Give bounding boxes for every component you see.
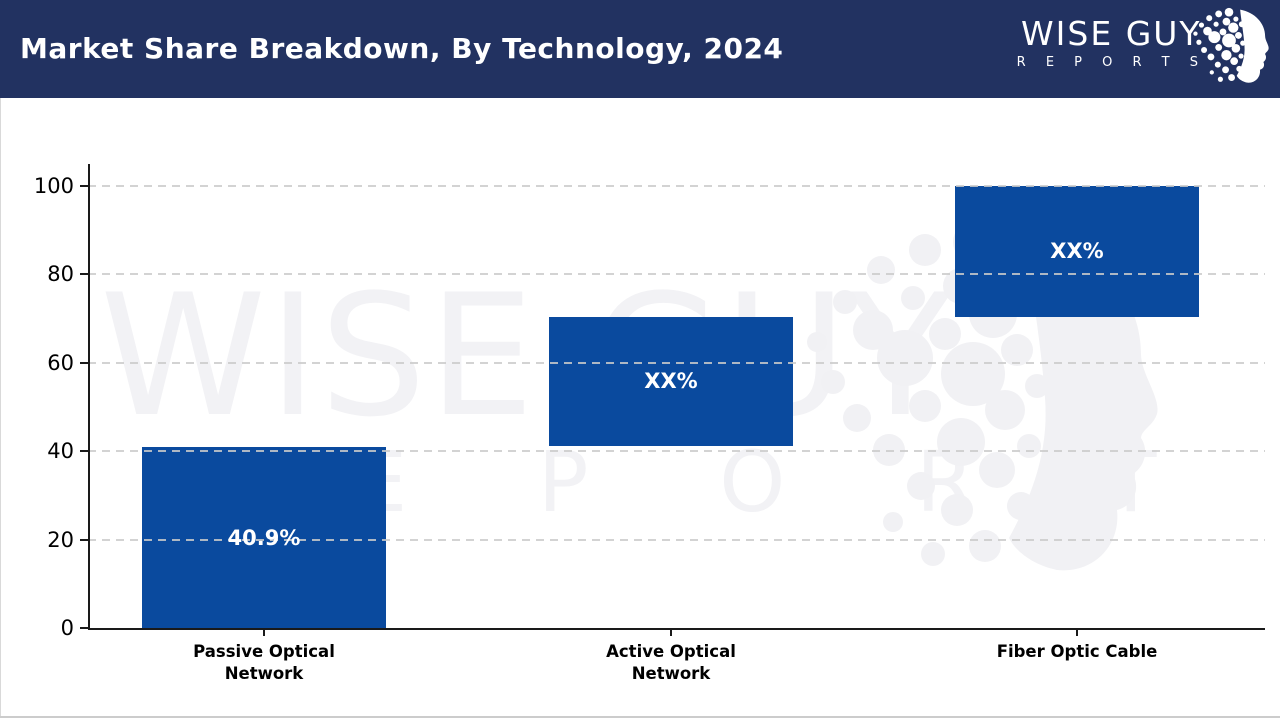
y-tick-label: 40: [47, 439, 74, 464]
y-tick-mark: [80, 273, 88, 276]
gridline: [88, 185, 1265, 187]
y-tick-label: 100: [33, 174, 74, 198]
x-category-label: Passive Optical Network: [193, 642, 335, 683]
gridline: [88, 273, 1265, 276]
chart-area: WISE GUY R E P O R T S 0 20 40 60 80 100 40.9%…: [0, 98, 1280, 720]
y-tick-label: 0: [60, 616, 74, 640]
bar-value-label: 40.9%: [227, 525, 301, 550]
logo-head-icon: [1193, 7, 1269, 83]
y-tick-mark: [80, 627, 88, 629]
x-category-label: Active Optical Network: [606, 642, 736, 683]
y-tick-label: 80: [47, 262, 74, 287]
y-tick-label: 60: [47, 350, 74, 375]
wiseguy-logo: WISE GUY R E P O R T S: [1017, 6, 1272, 94]
left-border-rule: [0, 98, 1, 717]
x-category-label: Fiber Optic Cable: [996, 642, 1158, 661]
bar: [549, 316, 793, 446]
bar-value-label: XX%: [1050, 239, 1104, 264]
gridline: [88, 538, 1265, 541]
x-tick-mark: [670, 630, 672, 636]
logo-text: WISE GUY R E P O R T S: [1017, 16, 1206, 72]
bottom-border-rule: [0, 716, 1280, 718]
logo-wordmark: WISE GUY: [1021, 14, 1202, 53]
x-tick-mark: [1076, 630, 1078, 636]
bar: [142, 447, 386, 628]
y-tick-mark: [80, 538, 88, 541]
header-banner: Market Share Breakdown, By Technology, 2…: [0, 0, 1280, 98]
gridline: [88, 450, 1265, 453]
x-axis-line: [88, 628, 1265, 630]
y-tick-mark: [80, 361, 88, 364]
y-axis-line: [88, 164, 90, 630]
y-tick-mark: [80, 185, 88, 187]
bar-value-label: XX%: [644, 369, 698, 394]
logo-subtitle: R E P O R T S: [1016, 55, 1206, 70]
y-tick-label: 20: [47, 527, 74, 552]
y-tick-mark: [80, 450, 88, 453]
x-tick-mark: [263, 630, 265, 636]
gridline: [88, 361, 1265, 364]
page-title: Market Share Breakdown, By Technology, 2…: [20, 32, 784, 65]
